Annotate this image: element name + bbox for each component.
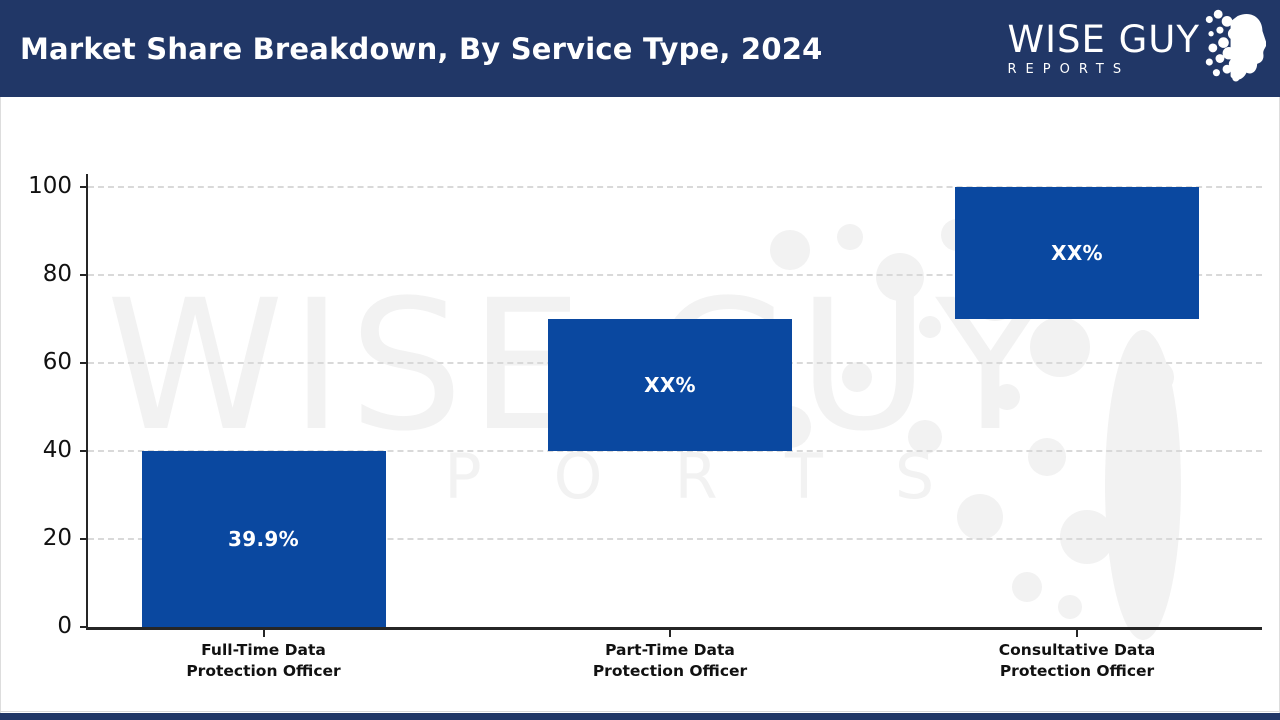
dotted-face-logo-icon <box>1204 5 1267 93</box>
y-axis-tick-80 <box>80 274 88 276</box>
header-bar: Market Share Breakdown, By Service Type,… <box>0 0 1280 97</box>
bar-segment-0: 39.9% <box>141 451 386 627</box>
y-axis-line <box>86 174 88 630</box>
brand-logo-text: WISE GUY REPORTS <box>1007 17 1200 77</box>
bottom-hairline <box>0 711 1280 712</box>
y-axis-tick-20 <box>80 538 88 540</box>
gridline-40 <box>88 450 1262 452</box>
x-axis-tick-2 <box>1076 630 1078 637</box>
y-axis-label-20: 20 <box>42 525 72 551</box>
y-axis-label-60: 60 <box>42 349 72 375</box>
gridline-80 <box>88 274 1262 276</box>
x-axis-tick-1 <box>669 630 671 637</box>
bar-segment-2: XX% <box>955 187 1199 319</box>
gridline-20 <box>88 538 1262 540</box>
page-title: Market Share Breakdown, By Service Type,… <box>20 31 823 66</box>
y-axis-label-80: 80 <box>42 261 72 287</box>
bar-value-label: XX% <box>1051 241 1103 265</box>
bar-value-label: XX% <box>644 373 696 397</box>
bar-segment-1: XX% <box>548 319 792 451</box>
category-label-1: Part-Time Data Protection Officer <box>592 641 748 680</box>
y-axis-tick-60 <box>80 362 88 364</box>
y-axis-tick-40 <box>80 450 88 452</box>
y-axis-tick-0 <box>80 626 88 628</box>
y-axis-label-100: 100 <box>28 173 72 199</box>
brand-name: WISE GUY <box>1007 17 1200 61</box>
footer-bar <box>0 713 1280 720</box>
brand-subname: REPORTS <box>1007 61 1131 77</box>
x-axis-tick-0 <box>262 630 265 637</box>
y-axis-tick-100 <box>80 186 88 188</box>
bar-value-label: 39.9% <box>228 527 299 552</box>
y-axis-label-0: 0 <box>57 613 72 639</box>
category-label-2: Consultative Data Protection Officer <box>998 641 1156 680</box>
brand-logo: WISE GUY REPORTS <box>1008 5 1280 93</box>
left-border <box>0 97 1 713</box>
gridline-100 <box>88 186 1262 188</box>
x-axis-line <box>86 627 1262 630</box>
y-axis-label-40: 40 <box>42 437 72 463</box>
category-label-0: Full-Time Data Protection Officer <box>186 641 341 680</box>
